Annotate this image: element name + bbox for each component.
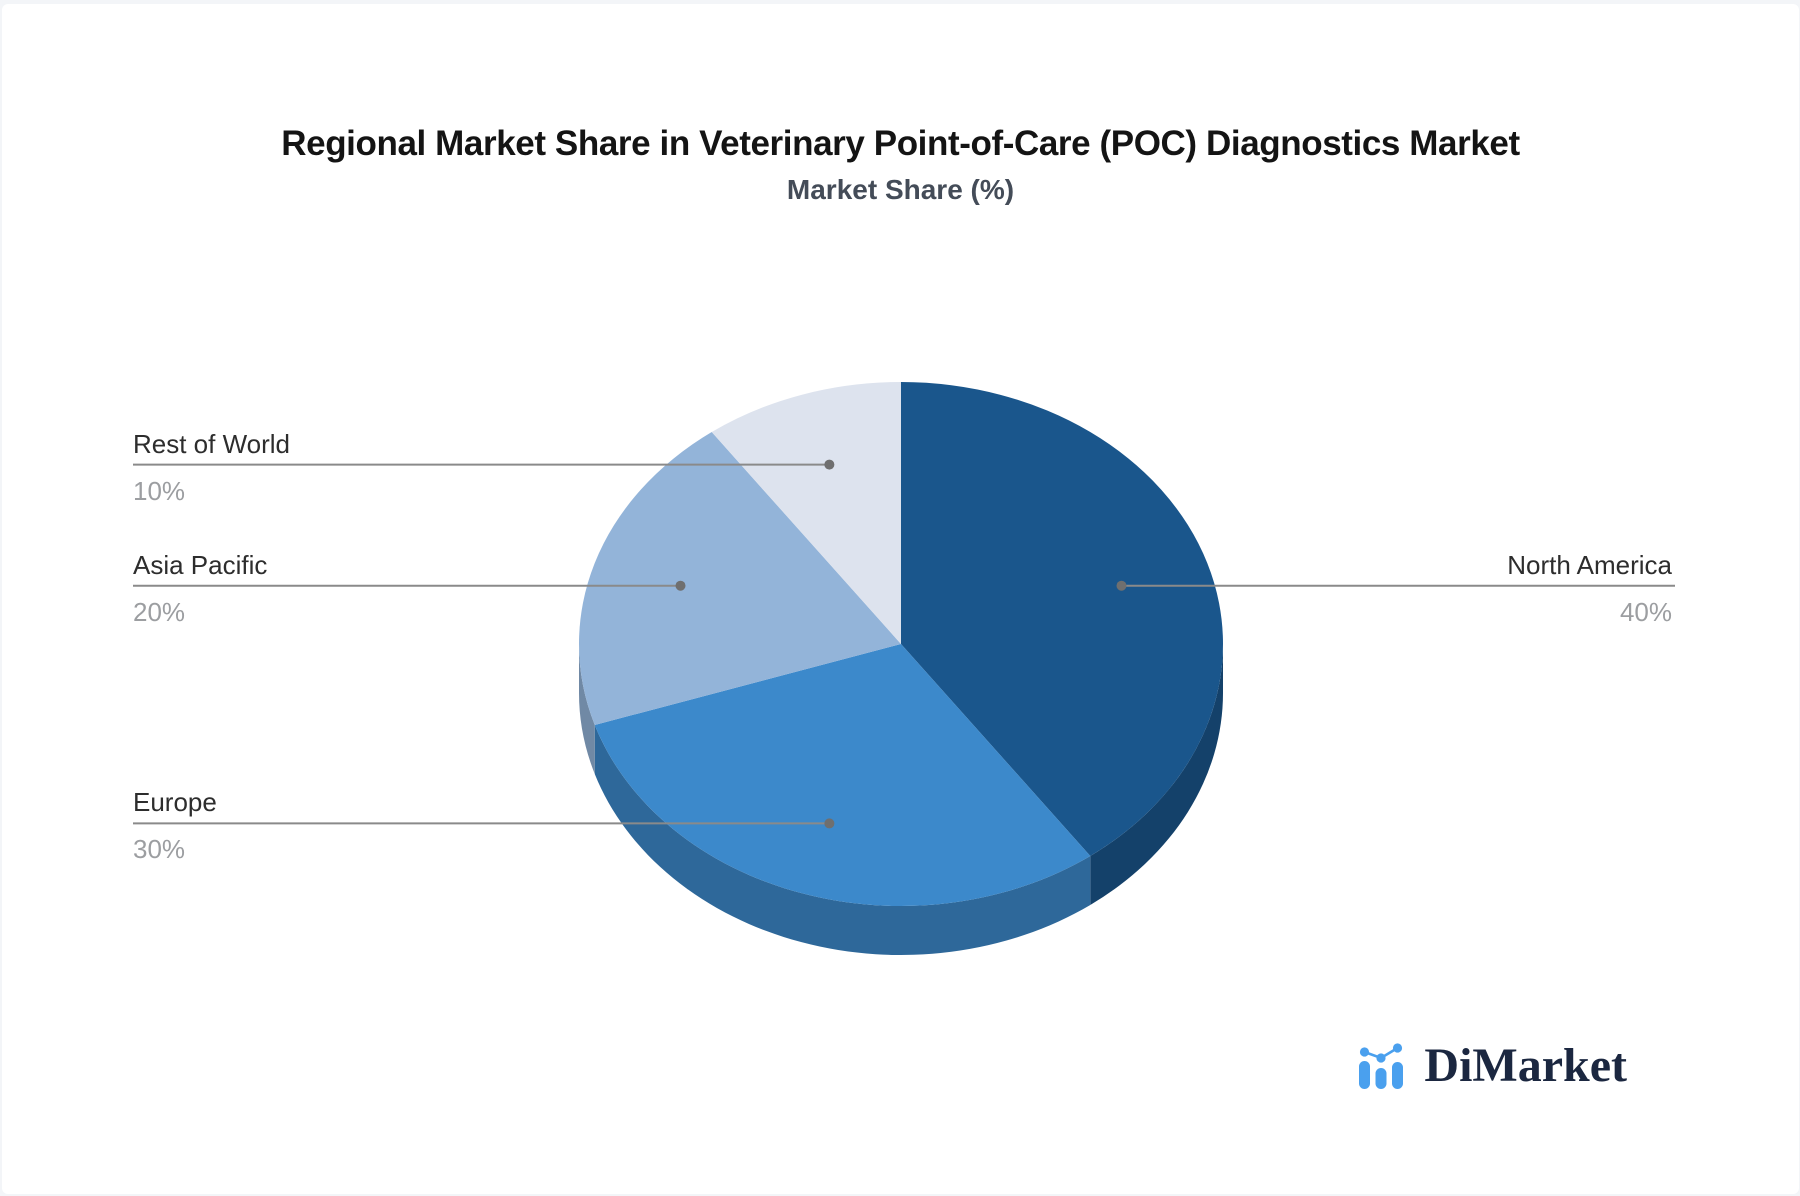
pie-side-asia-pacific bbox=[579, 644, 595, 774]
pie-side-europe bbox=[594, 724, 1091, 955]
brand-name: DiMarket bbox=[1424, 1039, 1627, 1092]
pie-chart bbox=[133, 382, 1675, 955]
brand-chart-icon bbox=[1359, 1043, 1404, 1089]
chart-subtitle: Market Share (%) bbox=[786, 174, 1015, 205]
leader-dot-asia-pacific bbox=[675, 580, 686, 591]
leader-dot-north-america bbox=[1116, 580, 1127, 591]
brand-logo: DiMarket bbox=[1358, 1042, 1627, 1090]
pie-slice-rest-of-world bbox=[711, 382, 901, 644]
pie-slice-north-america bbox=[901, 382, 1223, 856]
leader-dot-rest-of-world bbox=[824, 459, 835, 470]
pie-side-north-america bbox=[1090, 644, 1223, 905]
leader-dot-europe bbox=[824, 818, 835, 829]
pie-slice-asia-pacific bbox=[579, 432, 901, 725]
chart-canvas: Regional Market Share in Veterinary Poin… bbox=[2, 4, 1799, 1194]
chart-title: Regional Market Share in Veterinary Poin… bbox=[281, 124, 1520, 163]
pie-slice-europe bbox=[594, 644, 1091, 906]
